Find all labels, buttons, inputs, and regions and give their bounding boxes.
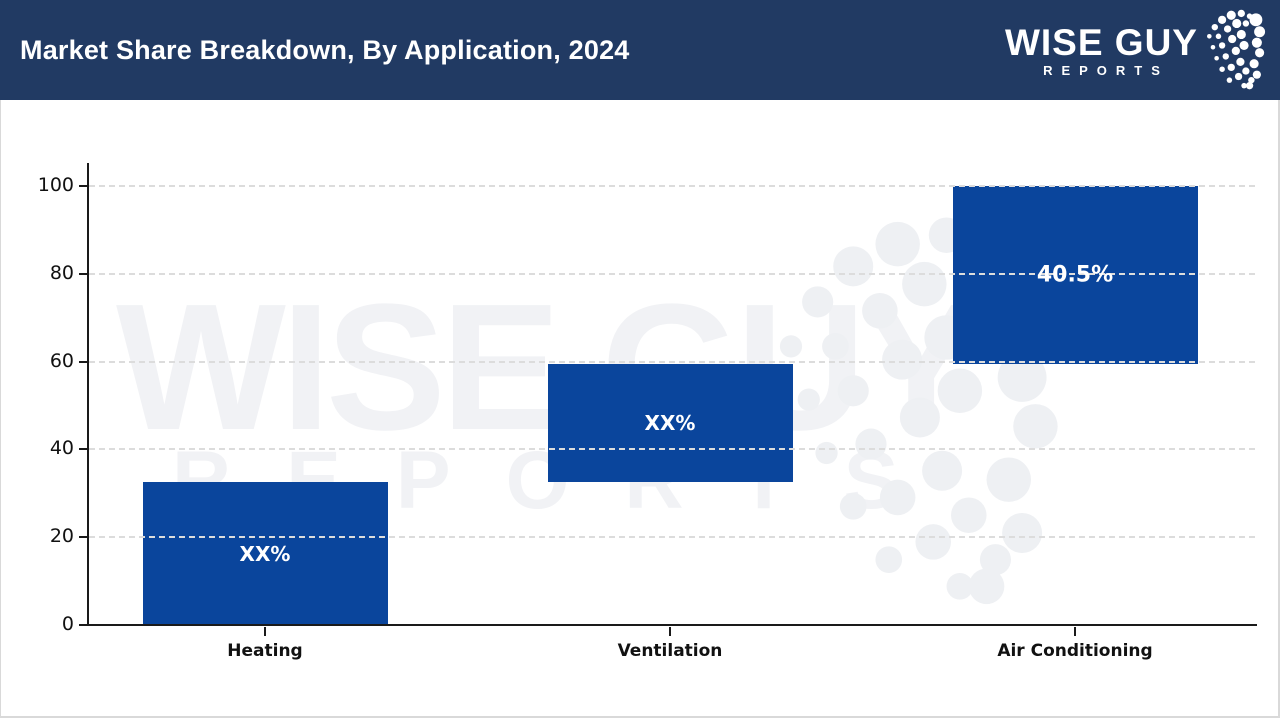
y-tick-mark — [79, 536, 88, 539]
gridline-y80 — [89, 272, 1255, 275]
gridline-y60 — [89, 360, 1255, 363]
logo-wordmark: WISE GUY — [1004, 21, 1198, 63]
y-tick-mark — [79, 624, 88, 626]
bar-value-label: 40.5% — [1036, 262, 1114, 288]
bar-heating — [142, 482, 388, 625]
x-tick-mark — [669, 627, 671, 636]
x-axis-label-heating: Heating — [227, 641, 303, 661]
y-axis-line — [87, 163, 89, 626]
y-tick-mark — [79, 272, 88, 275]
y-tick-label: 100 — [37, 174, 74, 196]
logo-text: WISE GUY REPORTS — [1005, 24, 1198, 77]
x-tick-mark — [1074, 627, 1076, 636]
y-tick-label: 20 — [49, 525, 74, 548]
wise-guy-logo: WISE GUY REPORTS — [1005, 8, 1266, 92]
gridline-y20 — [89, 536, 1255, 539]
y-tick-label: 60 — [49, 349, 74, 372]
bar-value-label: XX% — [644, 411, 696, 436]
bar-ventilation — [547, 363, 793, 483]
bar-value-label: XX% — [239, 541, 291, 566]
y-tick-mark — [79, 448, 88, 451]
gridline-y100 — [89, 185, 1255, 187]
logo-subtext: REPORTS — [1043, 62, 1169, 78]
y-tick-label: 40 — [49, 437, 74, 460]
chart-title: Market Share Breakdown, By Application, … — [20, 34, 630, 65]
y-tick-mark — [79, 185, 88, 187]
y-tick-mark — [79, 360, 88, 363]
x-tick-mark — [264, 627, 266, 636]
wise-guy-face-icon — [1202, 8, 1266, 92]
x-axis-label-air-conditioning: Air Conditioning — [997, 641, 1153, 661]
x-axis-label-ventilation: Ventilation — [617, 641, 723, 661]
bar-air-conditioning — [952, 186, 1198, 364]
y-tick-label: 0 — [61, 613, 74, 635]
y-tick-label: 80 — [49, 261, 74, 284]
gridline-y40 — [89, 448, 1255, 451]
header-bar: Market Share Breakdown, By Application, … — [0, 0, 1280, 100]
x-axis-line — [87, 624, 1257, 626]
